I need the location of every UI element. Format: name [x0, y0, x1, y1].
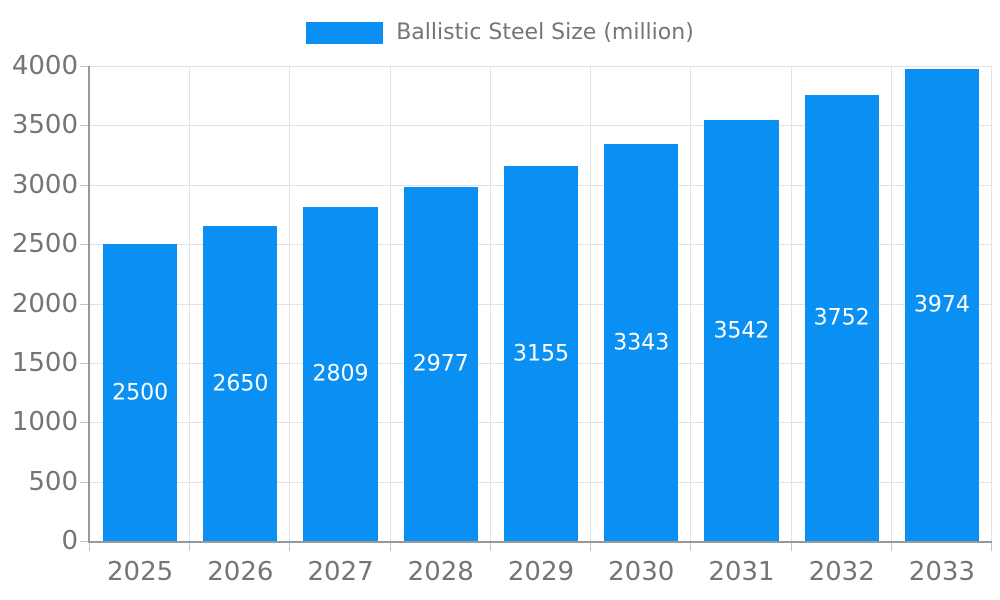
y-tick-mark: [80, 125, 88, 127]
plot-area: 0 500 1000 1500 2000 2500 3000 3500 4000 2500 2025…: [12, 51, 992, 587]
gridline-v: [790, 66, 792, 541]
y-tick-mark: [80, 362, 88, 364]
y-tick-mark: [80, 422, 88, 424]
y-tick-label: 0: [61, 526, 78, 556]
gridline-v: [890, 66, 892, 541]
gridline-v: [991, 66, 992, 541]
y-tick-mark: [80, 66, 88, 67]
x-tick-mark: [89, 543, 90, 551]
x-tick-mark: [189, 543, 191, 551]
y-tick-mark: [80, 184, 88, 186]
bar-value-label: 3752: [813, 305, 870, 331]
bar-value-label: 3974: [913, 292, 970, 318]
x-tick-label: 2025: [107, 557, 174, 587]
bar-value-label: 2650: [212, 371, 269, 397]
bar[interactable]: 3752: [804, 95, 879, 541]
x-tick-label: 2030: [608, 557, 675, 587]
bar-value-label: 2500: [112, 380, 169, 406]
gridline-v: [489, 66, 491, 541]
x-tick-mark: [790, 543, 792, 551]
bar-value-label: 3542: [713, 318, 770, 344]
y-tick-label: 4000: [11, 51, 78, 81]
gridline-v: [690, 66, 692, 541]
bar-value-label: 3343: [613, 330, 670, 356]
x-tick-label: 2027: [307, 557, 374, 587]
y-tick-mark: [80, 481, 88, 483]
bar[interactable]: 2500: [103, 244, 178, 541]
y-tick-label: 1000: [11, 407, 78, 438]
gridline-v: [289, 66, 291, 541]
bar-value-label: 3155: [512, 341, 569, 367]
y-tick-label: 3000: [11, 169, 78, 200]
bar[interactable]: 3542: [704, 120, 779, 541]
bar-value-label: 2977: [412, 351, 469, 377]
bar[interactable]: 3974: [904, 69, 979, 541]
y-tick-label: 500: [28, 466, 78, 497]
gridline-v: [590, 66, 592, 541]
bar-value-label: 2809: [312, 361, 369, 387]
gridline-h: [90, 66, 992, 67]
x-tick-label: 2026: [207, 557, 274, 587]
x-tick-label: 2031: [708, 557, 775, 587]
bar[interactable]: 2650: [203, 226, 278, 541]
bar[interactable]: 3155: [503, 166, 579, 541]
gridline-v: [189, 66, 191, 541]
x-tick-label: 2032: [808, 557, 875, 587]
y-tick-label: 1500: [11, 347, 78, 378]
y-tick-mark: [80, 303, 88, 305]
x-tick-label: 2033: [908, 557, 975, 587]
gridline-v: [389, 66, 391, 541]
gridline-h: [90, 125, 992, 127]
bar[interactable]: 2809: [303, 207, 378, 541]
x-tick-mark: [890, 543, 892, 551]
legend[interactable]: Ballistic Steel Size (million): [0, 20, 1000, 45]
x-tick-mark: [389, 543, 391, 551]
y-tick-label: 2000: [11, 288, 78, 319]
legend-label: Ballistic Steel Size (million): [396, 20, 694, 45]
y-tick-mark: [80, 541, 88, 542]
x-tick-mark: [690, 543, 692, 551]
x-tick-label: 2029: [507, 557, 575, 587]
bar[interactable]: 2977: [403, 187, 478, 541]
x-tick-mark: [991, 543, 992, 551]
legend-swatch: [306, 21, 384, 44]
y-tick-mark: [80, 244, 88, 246]
x-tick-mark: [590, 543, 592, 551]
y-tick-label: 3500: [11, 110, 78, 141]
x-tick-label: 2028: [407, 557, 474, 587]
y-tick-label: 2500: [11, 229, 78, 260]
x-tick-mark: [289, 543, 291, 551]
x-tick-mark: [489, 543, 491, 551]
bar[interactable]: 3343: [604, 144, 679, 541]
